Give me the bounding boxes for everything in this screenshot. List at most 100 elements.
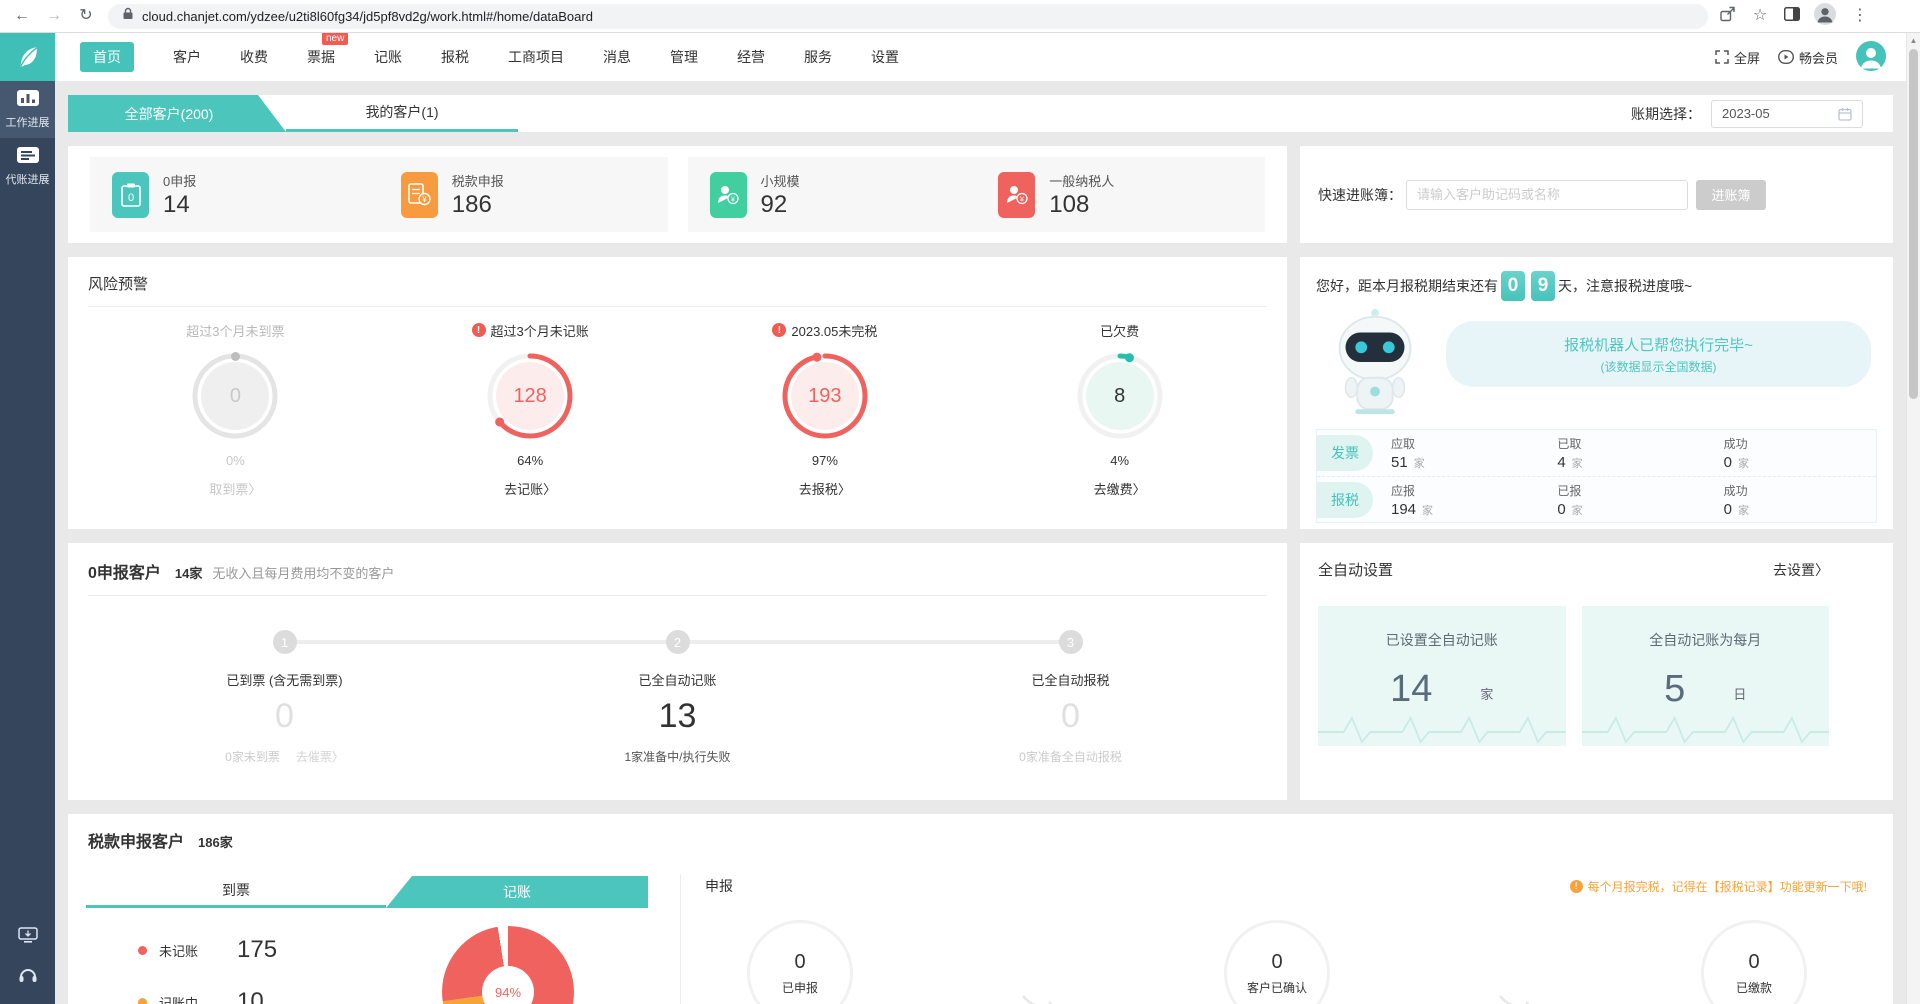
clipboard-zero-icon: 0 <box>112 171 149 218</box>
receipt-money-icon: ¥ <box>400 171 438 218</box>
nav-item-settings[interactable]: 设置 <box>871 49 899 65</box>
support-headset-icon[interactable] <box>18 967 38 988</box>
red-dot-icon <box>138 945 147 955</box>
nav-item-customers[interactable]: 客户 <box>173 49 201 65</box>
go-bookkeeping-link[interactable]: 去记账〉 <box>504 482 557 497</box>
share-icon[interactable] <box>1720 6 1736 27</box>
step-value: 13 <box>658 697 697 735</box>
subtab-invoice-arrival[interactable]: 到票 <box>86 876 386 908</box>
tax-declare-title: 税款申报客户 <box>88 834 185 851</box>
robot-message: 报税机器人已帮您执行完毕~ <box>1564 336 1753 354</box>
go-tax-filing-link[interactable]: 去报税〉 <box>798 482 851 497</box>
enter-ledger-button[interactable]: 进账簿 <box>1696 179 1766 210</box>
gauge-unbooked: ! 超过3个月未记账 128 64% 去记账〉 <box>383 321 678 498</box>
browser-profile-icon[interactable] <box>1814 2 1836 30</box>
nav-item-fees[interactable]: 收费 <box>240 49 268 65</box>
user-avatar[interactable] <box>1856 40 1886 74</box>
step-number: 2 <box>665 630 690 654</box>
nav-item-management[interactable]: 管理 <box>670 49 698 65</box>
auto-booked-count-card: 已设置全自动记账 14 家 <box>1318 606 1566 746</box>
page-scrollbar[interactable]: ▲ <box>1906 33 1920 1004</box>
tab-my-customers[interactable]: 我的客户(1) <box>286 95 518 132</box>
feather-logo-icon <box>19 47 37 68</box>
gauge-title: 超过3个月未到票 <box>186 323 285 339</box>
sidebar-item-work-progress[interactable]: 工作进展 <box>0 81 55 138</box>
sidebar-item-label: 工作进展 <box>5 117 50 129</box>
stat-value: 186 <box>451 190 492 218</box>
declare-label: 客户已确认 <box>1246 980 1307 995</box>
gauge-title: 超过3个月未记账 <box>490 323 589 339</box>
bookmark-star-icon[interactable]: ☆ <box>1752 7 1768 24</box>
robot-mascot-image <box>1338 308 1412 415</box>
declare-stats-group: 0 0申报 14 ¥ 税款申报 186 <box>90 157 668 232</box>
address-bar[interactable]: cloud.chanjet.com/ydzee/u2ti8l60fg34/jd5… <box>108 3 1708 29</box>
nav-item-business-projects[interactable]: 工商项目 <box>508 49 564 65</box>
auto-card-value: 5 <box>1664 668 1686 710</box>
urge-invoice-link[interactable]: 去催票〉 <box>295 750 344 764</box>
top-navigation: 首页 客户 收费 票据 new 记账 报税 工商项目 消息 管理 经营 服务 设置… <box>55 32 1906 81</box>
nav-item-tax-filing[interactable]: 报税 <box>441 49 469 65</box>
nav-item-messages[interactable]: 消息 <box>603 49 631 65</box>
invoice-tag: 发票 <box>1317 435 1373 471</box>
nav-item-operations[interactable]: 经营 <box>737 49 765 65</box>
period-label: 账期选择： <box>1631 105 1701 122</box>
gauge-title: 2023.05未完税 <box>791 323 878 339</box>
nav-item-services[interactable]: 服务 <box>804 49 832 65</box>
ledger-icon <box>16 147 39 167</box>
legend-unbooked: 未记账 175 <box>138 936 408 964</box>
flow-arrow-icon <box>1021 995 1052 1004</box>
reload-icon[interactable]: ↻ <box>79 7 93 24</box>
nav-item-invoices[interactable]: 票据 new <box>307 32 349 67</box>
zero-report-card: 0申报客户 14家 无收入且每月费用均不变的客户 1 已到票 (含无需到票) 0… <box>68 543 1287 800</box>
svg-text:¥: ¥ <box>731 197 735 204</box>
tab-all-customers[interactable]: 全部客户(200) <box>68 95 286 132</box>
tax-record-notice: ! 每个月报完税，记得在【报税记录】功能更新一下哦! <box>1569 878 1867 895</box>
url-text: cloud.chanjet.com/ydzee/u2ti8l60fg34/jd5… <box>142 8 593 24</box>
tax-declare-card: 税款申报客户 186家 到票 记账 未记账 175 <box>68 814 1893 1004</box>
browser-menu-icon[interactable]: ⋮ <box>1852 7 1868 24</box>
step-value: 0 <box>1061 697 1080 735</box>
app-logo[interactable] <box>0 33 55 81</box>
subtab-bookkeeping[interactable]: 记账 <box>386 876 648 908</box>
auto-card-label: 已设置全自动记账 <box>1385 632 1498 648</box>
nav-item-home[interactable]: 首页 <box>80 42 134 72</box>
main-content: 全部客户(200) 我的客户(1) 账期选择： 2023-05 0 0申报 14 … <box>55 81 1906 1004</box>
go-settings-link[interactable]: 去设置〉 <box>1773 561 1829 578</box>
gauge-fee-owed: 已欠费 8 4% 去缴费〉 <box>972 321 1267 498</box>
back-icon[interactable]: ← <box>14 7 30 24</box>
period-value: 2023-05 <box>1722 106 1770 121</box>
alert-icon: ! <box>471 323 486 337</box>
member-button[interactable]: 畅会员 <box>1777 48 1838 67</box>
scroll-up-icon[interactable]: ▲ <box>1909 36 1918 45</box>
client-download-icon[interactable] <box>17 927 38 949</box>
gauge-percent: 4% <box>1110 453 1130 468</box>
robot-stats-table: 发票 应取 51 家 已取 4 家 成功 0 家 报税 应报 194 家 已报 0 家 成功 0 家 <box>1316 429 1877 523</box>
sidebar-item-label: 代账进展 <box>5 174 50 186</box>
donut-percent-label: 94% <box>494 984 522 1000</box>
stat-label: 0申报 <box>163 173 197 189</box>
divider <box>88 306 1267 307</box>
paid-circle: 0 已缴款 <box>1701 920 1807 1004</box>
scrollbar-thumb[interactable] <box>1909 49 1918 399</box>
stat-tax-declare: ¥ 税款申报 186 <box>379 171 668 219</box>
auto-setup-title: 全自动设置 <box>1318 562 1394 579</box>
step-number: 1 <box>272 630 297 654</box>
period-select[interactable]: 2023-05 <box>1711 99 1863 128</box>
nav-item-bookkeeping[interactable]: 记账 <box>374 49 402 65</box>
step-label: 已全自动记账 <box>638 673 717 688</box>
gauge-percent: 97% <box>811 453 838 468</box>
quick-entry-label: 快速进账簿： <box>1318 186 1402 203</box>
forward-icon[interactable]: → <box>46 7 62 24</box>
fullscreen-button[interactable]: 全屏 <box>1715 48 1760 67</box>
sidebar-item-bookkeeping-progress[interactable]: 代账进展 <box>0 138 55 195</box>
get-invoice-link[interactable]: 取到票〉 <box>209 482 262 497</box>
warning-icon: ! <box>1569 879 1583 893</box>
auto-card-unit: 家 <box>1480 687 1494 702</box>
tax-robot-card: 您好，距本月报税期结束还有 0 9 天，注意报税进度哦~ <box>1300 257 1893 529</box>
side-panel-icon[interactable] <box>1783 6 1801 26</box>
days-digit: 9 <box>1531 271 1555 301</box>
go-pay-fee-link[interactable]: 去缴费〉 <box>1093 482 1146 497</box>
quick-entry-input[interactable] <box>1406 179 1688 210</box>
heartbeat-line-decoration <box>1318 715 1566 744</box>
stat-value: 92 <box>760 190 788 218</box>
